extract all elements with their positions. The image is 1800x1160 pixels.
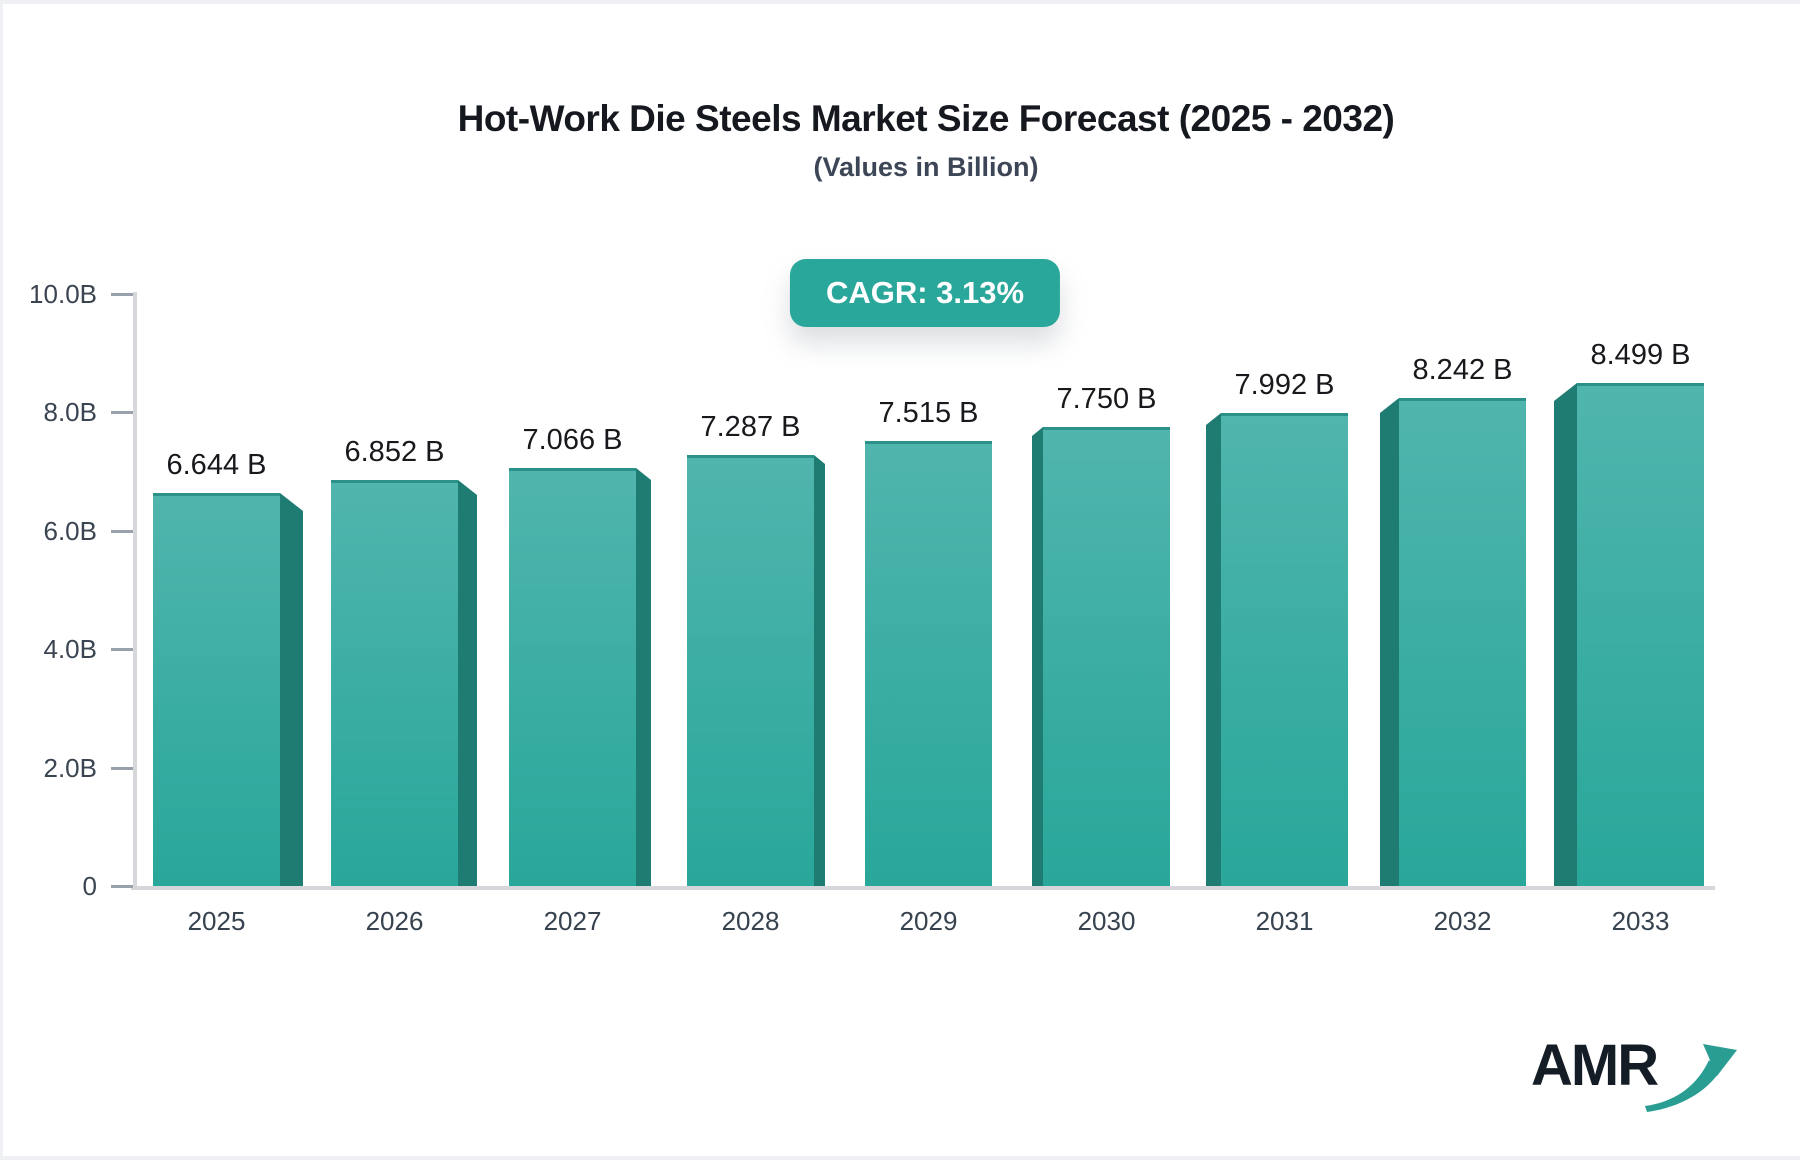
- bar-side-face: [1380, 398, 1399, 886]
- x-tick-label: 2032: [1433, 906, 1492, 936]
- y-tick-dash: [111, 411, 133, 415]
- bar-value-label: 6.644 B: [166, 449, 267, 481]
- bar-value-label: 8.242 B: [1412, 354, 1513, 386]
- page-subtitle: (Values in Billion): [813, 152, 1039, 182]
- amr-logo: AMR: [1531, 1032, 1737, 1116]
- bar-2027: [509, 468, 636, 886]
- chart-card: Hot-Work Die Steels Market Size Forecast…: [3, 4, 1800, 1156]
- x-tick-label: 2031: [1255, 906, 1314, 936]
- bar-2031: [1221, 413, 1348, 886]
- x-axis-line: [131, 886, 1715, 890]
- growth-arrow-icon: [1645, 1044, 1737, 1112]
- x-tick-label: 2033: [1611, 906, 1670, 936]
- bar-2029: [865, 441, 992, 886]
- bar-2032: [1399, 398, 1526, 886]
- bar-2030: [1043, 427, 1170, 886]
- bar-side-face: [636, 468, 651, 886]
- bar-2028: [687, 455, 814, 886]
- amr-logo-text: AMR: [1531, 1033, 1659, 1098]
- y-tick-label: 10.0B: [29, 279, 97, 309]
- x-tick-label: 2027: [543, 906, 602, 936]
- bar-value-label: 7.287 B: [700, 411, 801, 443]
- bar-2033: [1577, 383, 1704, 886]
- bar-2026: [331, 480, 458, 886]
- y-tick-label: 4.0B: [43, 634, 98, 665]
- bar-value-label: 8.499 B: [1590, 339, 1691, 371]
- bar-value-label: 7.750 B: [1056, 383, 1157, 415]
- bar-side-face: [1206, 413, 1221, 886]
- y-axis-line: [133, 292, 137, 890]
- bar-side-face: [1554, 383, 1577, 886]
- y-tick-dash: [111, 766, 133, 770]
- y-tick-dash: [111, 885, 133, 888]
- bar-side-face: [1032, 427, 1043, 886]
- y-tick-dash: [111, 648, 133, 652]
- y-tick-label: 2.0B: [43, 752, 98, 783]
- bar-side-face: [458, 480, 477, 886]
- bar-value-label: 7.992 B: [1234, 369, 1335, 401]
- y-tick-dash: [111, 529, 133, 533]
- y-tick-label: 0: [82, 871, 97, 901]
- x-tick-label: 2030: [1077, 906, 1136, 936]
- x-tick-label: 2026: [365, 906, 424, 936]
- cagr-badge: CAGR: 3.13%: [789, 259, 1061, 327]
- bar-chart: 10.0B 8.0B 6.0B 4.0B 2.0B 0 6.644 B 6.852 B 7.0…: [3, 4, 1800, 1160]
- y-tick-label: 6.0B: [43, 515, 98, 546]
- bar-side-face: [280, 493, 303, 886]
- y-tick-label: 8.0B: [43, 397, 98, 428]
- bar-2025: [153, 493, 280, 886]
- bar-value-label: 7.515 B: [878, 397, 979, 429]
- bar-side-face: [814, 455, 825, 886]
- bar-value-label: 7.066 B: [522, 424, 623, 456]
- page-title: Hot-Work Die Steels Market Size Forecast…: [457, 98, 1395, 139]
- y-tick-dash: [111, 293, 133, 296]
- bar-value-label: 6.852 B: [344, 436, 445, 468]
- x-tick-label: 2025: [187, 906, 246, 936]
- x-tick-label: 2028: [721, 906, 780, 936]
- x-tick-label: 2029: [899, 906, 958, 936]
